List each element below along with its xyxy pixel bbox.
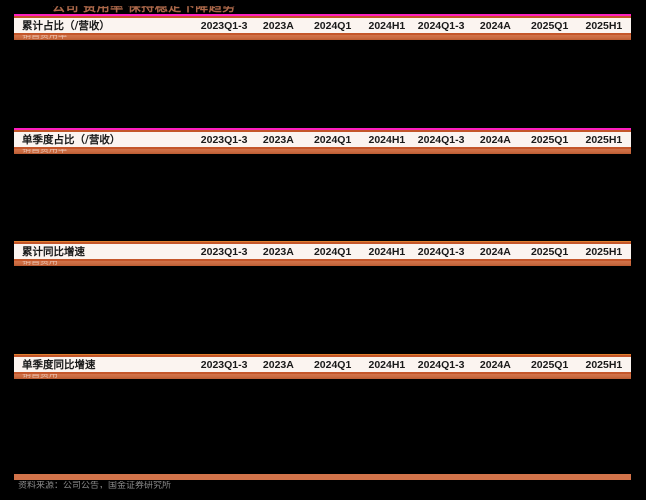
footer-rule [14, 474, 631, 480]
column-header-2024h1: 2024H1 [368, 19, 406, 32]
column-header-2024q1: 2024Q1 [313, 358, 352, 371]
column-header-2025q1: 2025Q1 [530, 133, 569, 146]
accent-rule [14, 241, 631, 242]
column-header-2024a: 2024A [479, 19, 511, 32]
column-header-2024h1: 2024H1 [368, 358, 406, 371]
table-band-quarterly-ratio: 单季度占比（/营收） 2023Q1-3 2023A 2024Q1 2024H1 … [14, 128, 631, 154]
table-header-row: 单季度占比（/营收） 2023Q1-3 2023A 2024Q1 2024H1 … [14, 130, 631, 149]
clipped-row-label: 销售费用 [14, 261, 197, 266]
column-header-2023a: 2023A [262, 245, 294, 258]
column-header-2024q1-3: 2024Q1-3 [417, 133, 465, 146]
column-header-2025q1: 2025Q1 [530, 19, 569, 32]
table-band-cumulative-yoy: 累计同比增速 2023Q1-3 2023A 2024Q1 2024H1 2024… [14, 241, 631, 266]
column-header-2025h1: 2025H1 [585, 358, 623, 371]
column-header-2025q1: 2025Q1 [530, 358, 569, 371]
column-header-2023a: 2023A [262, 19, 294, 32]
column-header-2023q1-3: 2023Q1-3 [200, 133, 248, 146]
clipped-data-row: 销售费用率 [14, 149, 631, 154]
column-header-2025h1: 2025H1 [585, 133, 623, 146]
column-header-2025h1: 2025H1 [585, 19, 623, 32]
row-label-quarterly-ratio: 单季度占比（/营收） [22, 134, 121, 146]
column-header-2023q1-3: 2023Q1-3 [200, 358, 248, 371]
column-header-2024q1: 2024Q1 [313, 19, 352, 32]
column-header-2024a: 2024A [479, 358, 511, 371]
table-header-row: 累计同比增速 2023Q1-3 2023A 2024Q1 2024H1 2024… [14, 242, 631, 261]
column-header-2024a: 2024A [479, 133, 511, 146]
column-header-2024q1-3: 2024Q1-3 [417, 358, 465, 371]
row-label-cumulative-ratio: 累计占比（/营收） [22, 20, 110, 32]
column-header-2025q1: 2025Q1 [530, 245, 569, 258]
clipped-row-label: 销售费用 [14, 374, 197, 379]
table-band-cumulative-ratio: 累计占比（/营收） 2023Q1-3 2023A 2024Q1 2024H1 2… [14, 14, 631, 40]
accent-rule [14, 14, 631, 16]
column-header-2024h1: 2024H1 [368, 245, 406, 258]
source-note: 资料来源：公司公告，国金证券研究所 [18, 481, 172, 491]
document-title-fragment: 公司 费用率 保持稳定下降趋势 [52, 0, 236, 14]
column-header-2024q1: 2024Q1 [313, 133, 352, 146]
column-header-2024h1: 2024H1 [368, 133, 406, 146]
clipped-data-row: 销售费用 [14, 261, 631, 266]
table-band-quarterly-yoy: 单季度同比增速 2023Q1-3 2023A 2024Q1 2024H1 202… [14, 354, 631, 379]
clipped-row-label: 销售费用率 [14, 149, 197, 154]
column-header-2023a: 2023A [262, 358, 294, 371]
table-header-row: 单季度同比增速 2023Q1-3 2023A 2024Q1 2024H1 202… [14, 355, 631, 374]
column-header-2024q1-3: 2024Q1-3 [417, 19, 465, 32]
column-header-2023q1-3: 2023Q1-3 [200, 19, 248, 32]
table-header-row: 累计占比（/营收） 2023Q1-3 2023A 2024Q1 2024H1 2… [14, 16, 631, 35]
row-label-quarterly-yoy: 单季度同比增速 [22, 359, 96, 371]
clipped-row-label: 销售费用率 [14, 35, 197, 40]
clipped-data-row: 销售费用 [14, 374, 631, 379]
column-header-2023a: 2023A [262, 133, 294, 146]
row-label-cumulative-yoy: 累计同比增速 [22, 246, 85, 258]
column-header-2025h1: 2025H1 [585, 245, 623, 258]
accent-rule [14, 128, 631, 130]
column-header-2023q1-3: 2023Q1-3 [200, 245, 248, 258]
column-header-2024q1: 2024Q1 [313, 245, 352, 258]
column-header-2024q1-3: 2024Q1-3 [417, 245, 465, 258]
column-header-2024a: 2024A [479, 245, 511, 258]
clipped-data-row: 销售费用率 [14, 35, 631, 40]
accent-rule [14, 354, 631, 355]
